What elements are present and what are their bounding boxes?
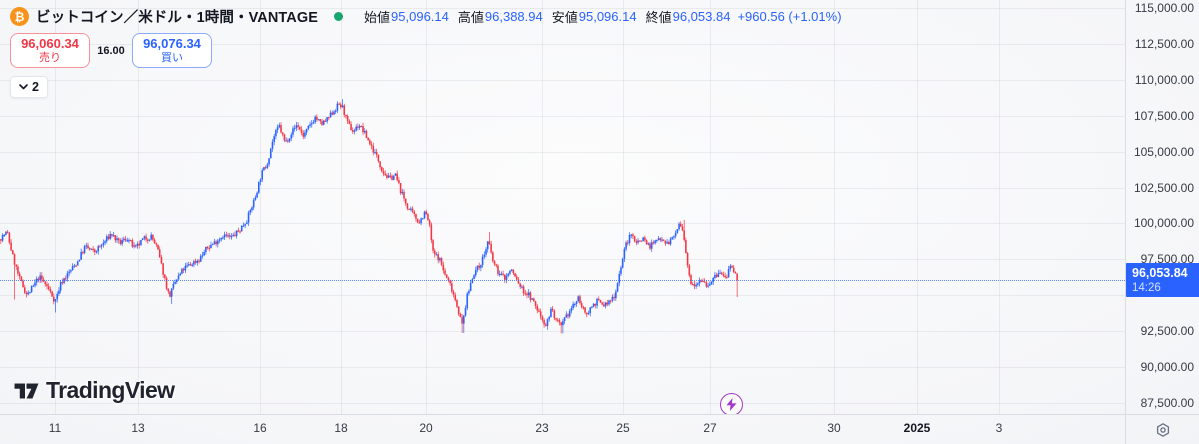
high-value: 96,388.94 <box>484 9 543 24</box>
high-label: 高値 <box>457 10 484 25</box>
time-tick-label: 11 <box>48 421 62 435</box>
chevron-down-icon <box>19 84 28 90</box>
sell-price: 96,060.34 <box>21 35 79 51</box>
time-tick-label: 2025 <box>903 421 931 435</box>
time-tick-label: 18 <box>334 421 348 435</box>
candlestick-canvas[interactable] <box>0 0 1125 414</box>
price-axis[interactable]: 96,053.84 14:26 115,000.00 112,500.00 110,… <box>1125 0 1199 414</box>
collapse-count: 2 <box>32 80 39 94</box>
current-price-label: 96,053.84 14:26 <box>1126 263 1199 298</box>
time-tick-label: 27 <box>703 421 717 435</box>
price-tick-label: 112,500.00 <box>1134 36 1194 51</box>
time-tick-label: 3 <box>995 421 1003 435</box>
close-label: 終値 <box>645 10 672 25</box>
buy-button[interactable]: 96,076.34 買い <box>132 33 212 68</box>
price-tick-label: 97,500.00 <box>1140 252 1194 267</box>
symbol-title[interactable]: ビットコイン／米ドル・1時間・VANTAGE <box>36 10 319 26</box>
price-tick-label: 115,000.00 <box>1134 1 1194 15</box>
price-tick-label: 107,500.00 <box>1133 108 1194 123</box>
open-value: 95,096.14 <box>391 9 449 24</box>
current-price-value: 96,053.84 <box>1132 266 1188 281</box>
time-tick-label: 20 <box>419 421 433 435</box>
sell-label: 売り <box>39 51 61 64</box>
open-label: 始値 <box>364 10 391 25</box>
tradingview-logo-text: TradingView <box>46 377 175 403</box>
price-tick-label: 87,500.00 <box>1140 396 1194 410</box>
chart-plot-area[interactable]: TradingView <box>0 0 1125 414</box>
price-tick-label: 92,500.00 <box>1140 324 1194 339</box>
time-axis[interactable]: 11 13 16 18 20 23 25 27 30 2025 3 <box>0 414 1125 444</box>
buy-price: 96,076.34 <box>143 35 201 51</box>
gear-icon <box>1156 422 1169 437</box>
time-tick-label: 30 <box>827 421 841 435</box>
time-tick-label: 25 <box>616 421 630 435</box>
legend-collapse-button[interactable]: 2 <box>10 76 48 98</box>
time-tick-label: 13 <box>131 421 145 435</box>
trade-panel: 96,060.34 売り 16.00 96,076.34 買い <box>10 33 212 68</box>
price-tick-label: 102,500.00 <box>1133 180 1194 195</box>
ohlc-values: 始値 95,096.14 高値 96,388.94 安値 95,096.14 終値 96… <box>355 7 842 26</box>
time-tick-label: 16 <box>253 421 267 435</box>
price-tick-label: 110,000.00 <box>1134 72 1194 87</box>
close-value: 96,053.84 <box>672 9 731 24</box>
bitcoin-icon: ₿ <box>10 7 29 26</box>
bar-countdown: 14:26 <box>1132 282 1161 295</box>
tradingview-logo[interactable]: TradingView <box>13 377 175 404</box>
price-tick-label: 105,000.00 <box>1133 144 1194 159</box>
buy-label: 買い <box>161 51 183 64</box>
spread-value: 16.00 <box>97 44 125 57</box>
price-tick-label: 90,000.00 <box>1140 360 1194 375</box>
current-price-line <box>0 280 1125 281</box>
tradingview-logo-icon <box>13 382 40 399</box>
market-status-dot <box>334 12 344 21</box>
axis-settings-corner[interactable] <box>1125 414 1199 444</box>
low-value: 95,096.14 <box>578 9 637 24</box>
chart-legend: ₿ ビットコイン／米ドル・1時間・VANTAGE 始値 95,096.14 高値 9… <box>10 6 842 27</box>
quick-trade-button[interactable] <box>720 393 743 414</box>
time-tick-label: 23 <box>535 421 549 435</box>
price-tick-label: 100,000.00 <box>1133 216 1194 231</box>
change-value: +960.56 (+1.01%) <box>737 9 842 24</box>
low-label: 安値 <box>551 10 578 25</box>
sell-button[interactable]: 96,060.34 売り <box>10 33 90 68</box>
lightning-icon <box>726 398 737 411</box>
